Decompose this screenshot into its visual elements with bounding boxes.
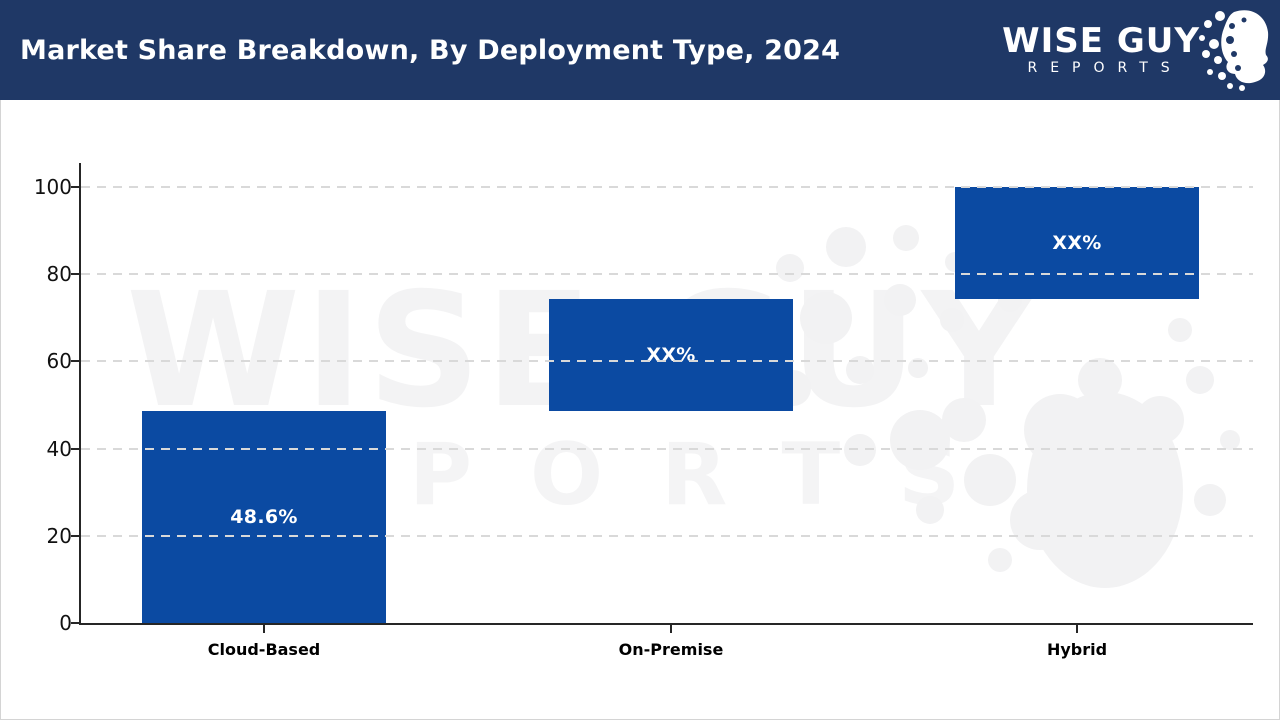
bar-cloud-based: 48.6% (142, 411, 386, 623)
y-axis-line (79, 163, 81, 625)
y-tick-mark (71, 534, 81, 537)
y-tick-label: 60 (46, 349, 72, 374)
y-tick-label: 40 (46, 436, 72, 461)
gridline (81, 186, 1253, 188)
y-tick-mark (71, 273, 81, 276)
wiseguy-face-icon (1199, 10, 1269, 91)
x-category-label: Hybrid (1046, 640, 1108, 659)
x-tick-mark (1076, 624, 1078, 633)
y-tick-label: 20 (46, 523, 72, 548)
bar-value-label: 48.6% (230, 506, 298, 529)
logo-wordmark: WISE GUY (1002, 21, 1200, 62)
y-tick-mark (71, 447, 81, 450)
x-tick-mark (263, 624, 265, 633)
bar-value-label: XX% (1052, 232, 1102, 255)
x-tick-mark (670, 624, 672, 633)
y-tick-label: 100 (33, 175, 72, 199)
y-tick-mark (71, 622, 81, 624)
y-tick-label: 80 (46, 262, 72, 287)
x-axis-line (79, 623, 1253, 625)
gridline (81, 360, 1253, 363)
bar-on-premise: XX% (549, 299, 793, 412)
bar-hybrid: XX% (955, 187, 1199, 300)
gridline (81, 273, 1253, 276)
y-tick-mark (71, 360, 81, 363)
gridline (81, 447, 1253, 450)
x-category-label: On-Premise (618, 640, 724, 659)
logo-subtitle: REPORTS (1027, 59, 1183, 76)
y-tick-mark (71, 186, 81, 188)
wiseguy-logo: WISE GUY REPORTS (1002, 8, 1272, 92)
page-title: Market Share Breakdown, By Deployment Ty… (20, 34, 841, 66)
gridline (81, 534, 1253, 537)
header: Market Share Breakdown, By Deployment Ty… (0, 0, 1280, 100)
bar-value-label: XX% (646, 344, 696, 367)
logo-text: WISE GUY REPORTS (1002, 21, 1200, 76)
x-category-label: Cloud-Based (207, 640, 321, 659)
y-tick-label: 0 (59, 611, 72, 635)
